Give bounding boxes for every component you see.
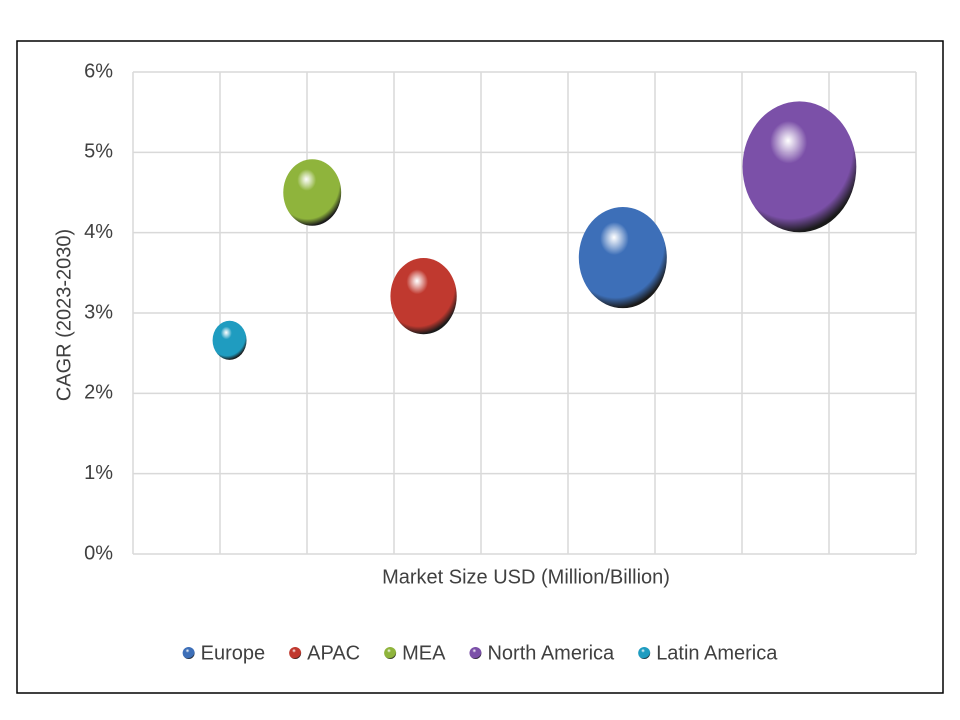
legend-marker [182,647,195,659]
y-tick-label: 2% [84,382,113,404]
legend-marker [469,647,482,659]
legend-label: Latin America [656,642,778,664]
legend-marker [638,647,651,659]
y-axis-label: CAGR (2023-2030) [53,229,75,401]
legend-marker [289,647,302,659]
bubble [283,159,342,226]
legend-label: MEA [402,642,446,664]
y-tick-label: 6% [84,60,113,82]
x-axis-label: Market Size USD (Million/Billion) [382,566,670,588]
y-tick-label: 3% [84,301,113,323]
legend-label: North America [487,642,615,664]
y-tick-label: 5% [84,141,113,163]
legend-label: APAC [307,642,360,664]
y-tick-label: 4% [84,221,113,243]
bubble [578,206,667,309]
legend-marker [384,647,397,659]
y-tick-label: 0% [84,542,113,564]
bubble [212,320,247,360]
bubble [390,258,457,335]
bubble [742,101,857,233]
legend-label: Europe [201,642,266,664]
y-tick-label: 1% [84,462,113,484]
